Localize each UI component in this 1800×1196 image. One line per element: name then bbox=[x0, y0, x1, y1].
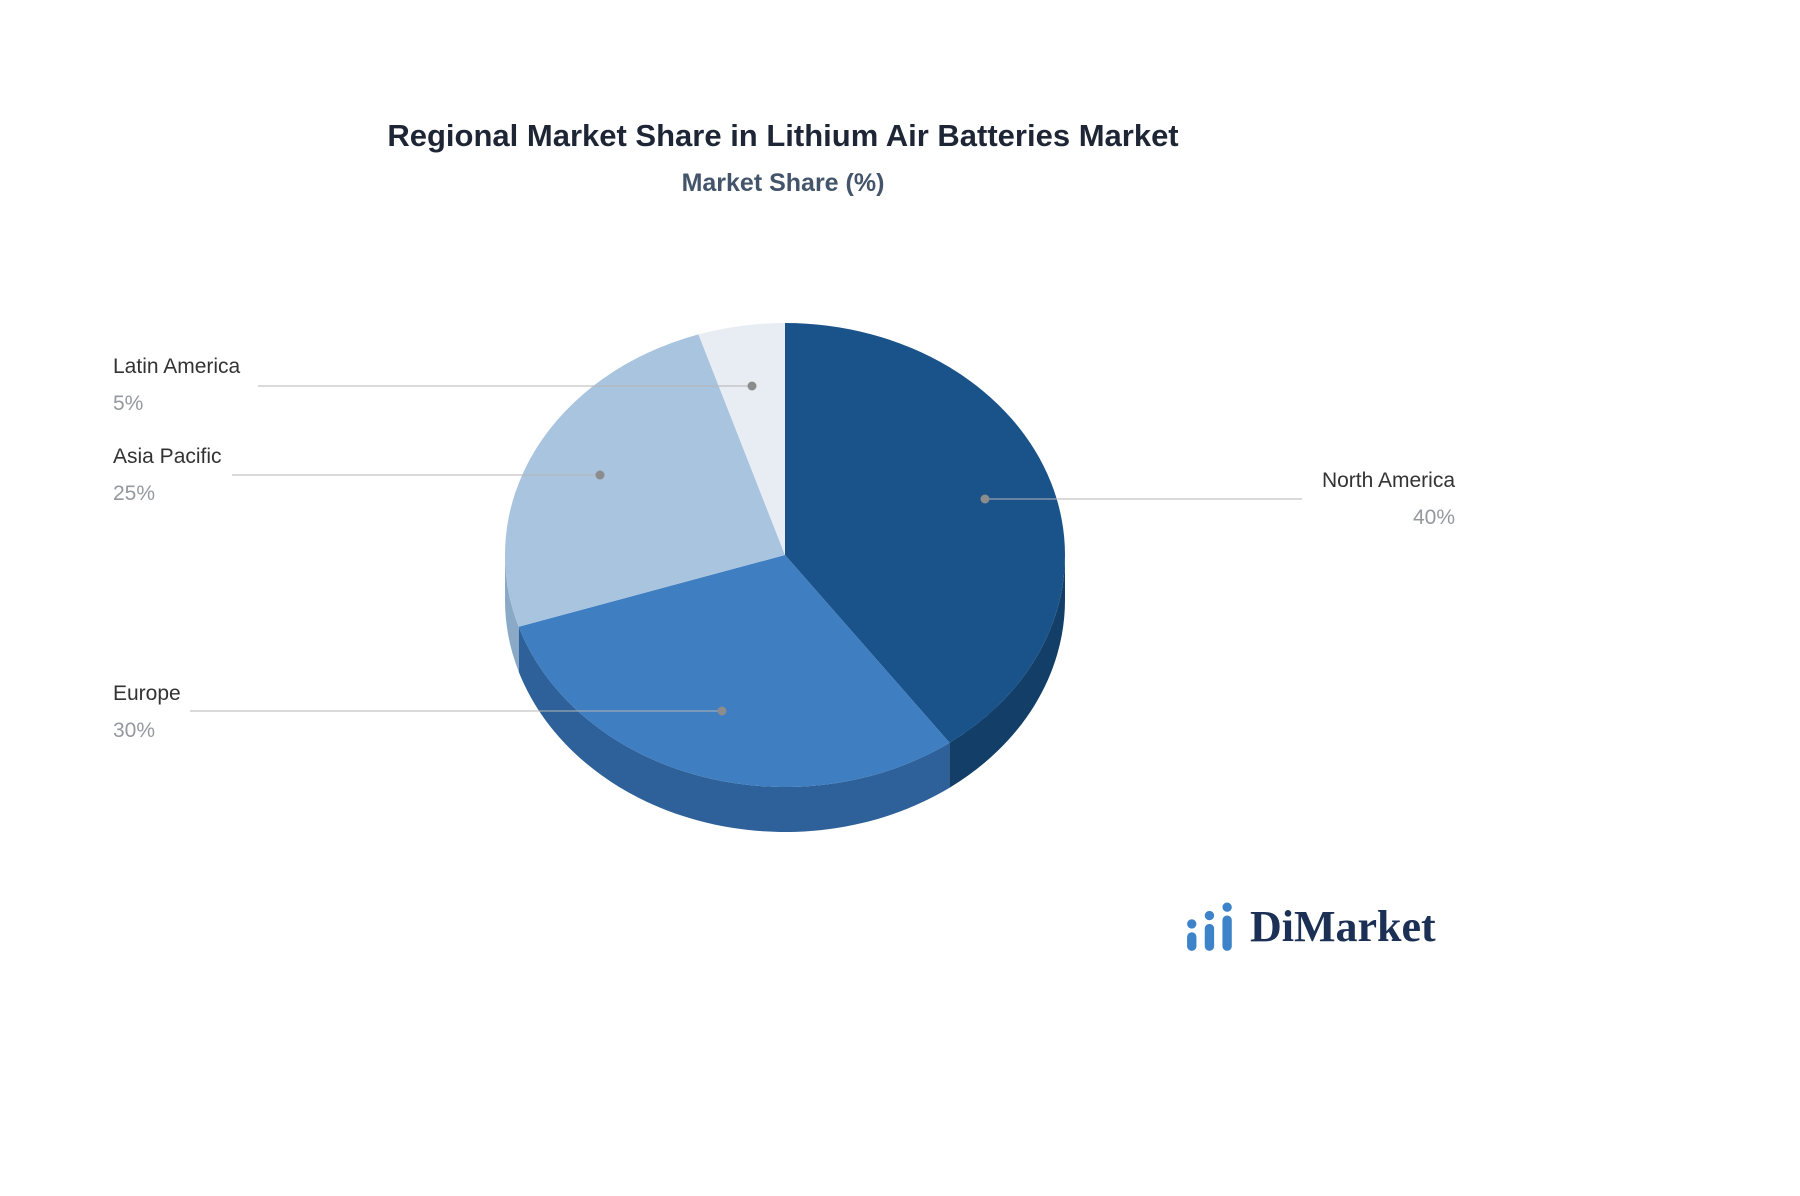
dimarket-logo-icon bbox=[1187, 902, 1232, 951]
leader-dot-north-america bbox=[980, 494, 990, 504]
slice-label-name: Europe bbox=[113, 682, 181, 705]
pie-slice-side-north-america bbox=[949, 555, 1065, 788]
chart-title: Regional Market Share in Lithium Air Bat… bbox=[387, 118, 1179, 153]
pie-slice-north-america bbox=[785, 323, 1065, 743]
pie-slice-latin-america bbox=[698, 323, 785, 555]
pie-slice-side-europe bbox=[518, 626, 950, 832]
slice-label-name: North America bbox=[1321, 469, 1455, 492]
slice-label-europe: Europe 30% bbox=[113, 681, 181, 744]
leader-dot-latin-america bbox=[747, 381, 757, 391]
pie-slice-asia-pacific bbox=[504, 334, 785, 627]
dimarket-logo-text: DiMarket bbox=[1250, 902, 1436, 951]
slice-label-latin-america: Latin America 5% bbox=[113, 354, 240, 417]
slice-label-name: Latin America bbox=[113, 355, 241, 378]
leader-dot-asia-pacific bbox=[595, 470, 605, 480]
slice-label-value: 5% bbox=[113, 392, 144, 415]
slice-label-value: 25% bbox=[113, 482, 156, 505]
chart-subtitle: Market Share (%) bbox=[681, 169, 885, 197]
pie-slice-europe bbox=[518, 555, 950, 787]
slice-label-name: Asia Pacific bbox=[113, 445, 222, 468]
pie-slice-side-asia-pacific bbox=[505, 555, 519, 672]
slice-label-asia-pacific: Asia Pacific 25% bbox=[113, 444, 222, 507]
leader-dot-europe bbox=[717, 706, 727, 716]
slice-label-north-america: North America 40% bbox=[1322, 468, 1455, 531]
slice-label-value: 40% bbox=[1412, 506, 1455, 529]
slice-label-value: 30% bbox=[113, 719, 156, 742]
dimarket-logo: DiMarket bbox=[1185, 901, 1436, 953]
